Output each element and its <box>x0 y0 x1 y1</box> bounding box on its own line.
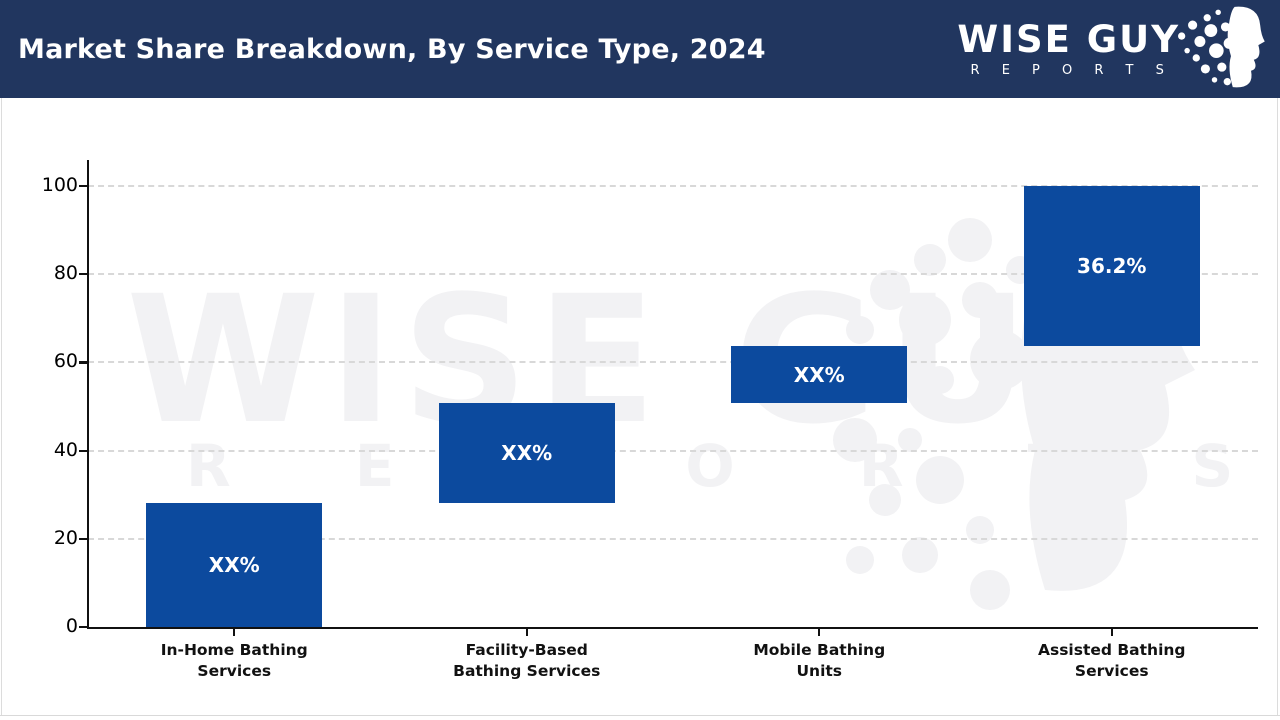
x-tick-mark <box>233 629 236 636</box>
category-label: Assisted Bathing Services <box>1037 641 1186 680</box>
gridline-60 <box>88 361 1258 364</box>
x-axis-line <box>86 627 1258 630</box>
x-tick-mark <box>1110 629 1113 636</box>
y-tick-mark <box>79 273 87 276</box>
y-tick-mark <box>79 361 87 364</box>
gridline-40 <box>88 449 1258 452</box>
y-tick-label: 100 <box>41 174 78 196</box>
canvas-edge-right <box>1277 98 1278 716</box>
canvas-edge-left <box>1 98 2 716</box>
page-title: Market Share Breakdown, By Service Type,… <box>18 33 766 65</box>
bar-4: 36.2% <box>1023 186 1200 347</box>
header-bar: Market Share Breakdown, By Service Type,… <box>0 0 1280 98</box>
gridline-100 <box>88 185 1258 187</box>
canvas-edge-bottom <box>0 715 1280 716</box>
gridline-20 <box>88 537 1258 540</box>
x-tick-mark <box>818 629 821 636</box>
bar-value-label: XX% <box>501 441 553 466</box>
bar-2: XX% <box>438 402 615 504</box>
y-tick-label: 40 <box>53 438 78 461</box>
brand-subtext: R E P O R T S <box>970 62 1173 78</box>
y-tick-mark <box>79 626 87 629</box>
brand-logo: WISE GUY R E P O R T S <box>957 5 1280 93</box>
y-tick-mark <box>79 185 87 188</box>
brand-logo-text: WISE GUY R E P O R T S <box>957 21 1180 78</box>
gridline-80 <box>88 273 1258 276</box>
face-profile-icon <box>1174 5 1266 93</box>
y-tick-label: 20 <box>53 526 78 549</box>
category-label: Mobile Bathing Units <box>753 641 886 680</box>
bar-1: XX% <box>146 503 323 627</box>
category-label: Facility-Based Bathing Services <box>453 641 601 680</box>
brand-wordmark: WISE GUY <box>957 17 1180 61</box>
x-tick-mark <box>525 629 528 636</box>
bar-3: XX% <box>731 346 908 403</box>
y-axis-line <box>86 160 89 629</box>
bar-value-label: XX% <box>793 362 845 387</box>
y-tick-mark <box>79 537 87 540</box>
y-tick-label: 60 <box>53 350 78 373</box>
y-tick-label: 0 <box>65 615 78 637</box>
bar-value-label: XX% <box>208 553 260 578</box>
waterfall-chart: 0 20 40 60 80 100 XX% In-Home Bathing Services XX… <box>0 98 1280 716</box>
y-tick-mark <box>79 449 87 452</box>
category-label: In-Home Bathing Services <box>160 641 308 680</box>
y-tick-label: 80 <box>53 262 78 285</box>
bar-value-label: 36.2% <box>1077 254 1147 279</box>
